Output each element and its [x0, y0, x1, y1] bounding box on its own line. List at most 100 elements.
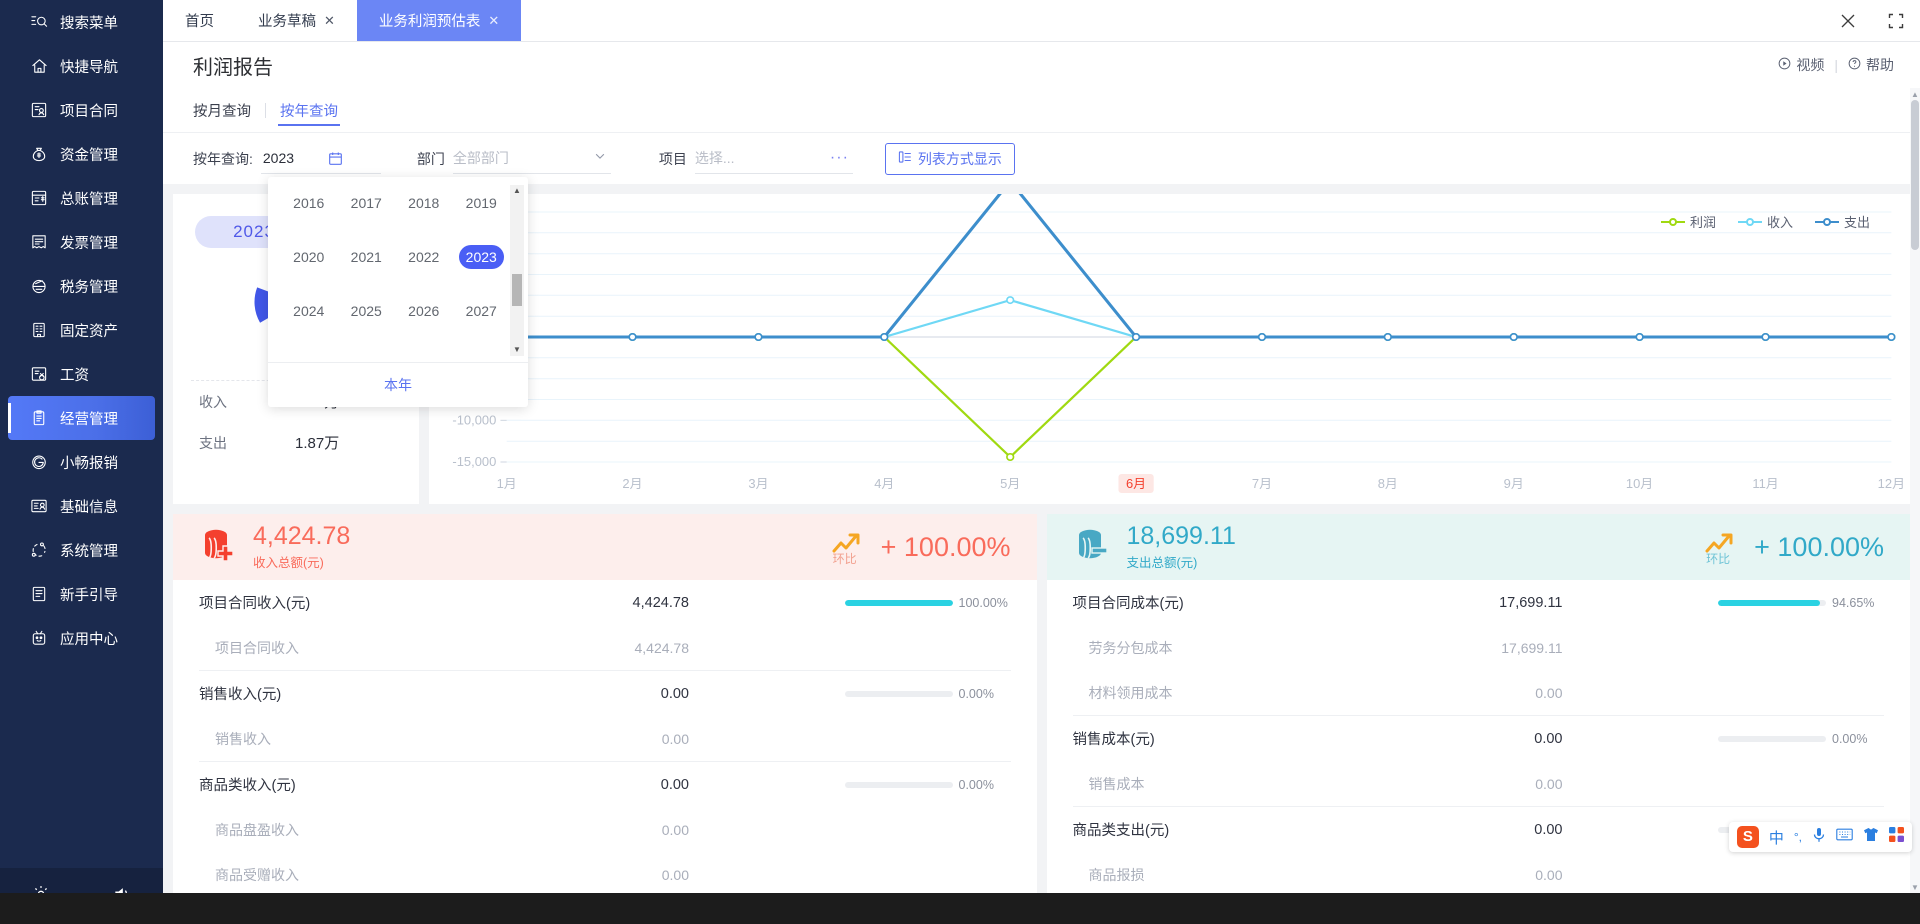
legend-item-2[interactable]: 支出	[1814, 212, 1870, 231]
coin-plus-icon	[199, 526, 241, 568]
apps-grid-icon[interactable]	[1889, 827, 1904, 847]
detail-row: 销售成本(元) 0.00 0.00%	[1047, 716, 1911, 761]
sidebar-item-1[interactable]: 快捷导航	[8, 44, 155, 88]
year-picker-dropdown[interactable]: 2016 2017 2018 2019 2020 2021 2022 2023 2024 2025…	[268, 177, 528, 407]
detail-row-value: 17,699.11	[1499, 594, 1563, 611]
sidebar-item-7[interactable]: 固定资产	[8, 308, 155, 352]
reimburse-icon	[28, 451, 50, 473]
keyboard-icon[interactable]	[1836, 828, 1853, 846]
invoice-icon	[28, 231, 50, 253]
sidebar-item-2[interactable]: 项目合同	[8, 88, 155, 132]
year-option-2019[interactable]: 2019	[465, 195, 497, 211]
svg-text:8月: 8月	[1378, 476, 1398, 491]
dept-select[interactable]: 全部部门	[452, 144, 611, 174]
year-picker-scroll-thumb[interactable]	[512, 273, 522, 306]
content-scrollbar[interactable]: ▲ ▼	[1910, 88, 1920, 893]
year-picker-scrollbar[interactable]: ▲ ▼	[510, 185, 524, 356]
this-year-button[interactable]: 本年	[384, 377, 412, 393]
project-more-icon[interactable]: ···	[829, 149, 849, 166]
detail-row: 商品类收入(元) 0.00 0.00%	[173, 762, 1037, 807]
svg-text:11月: 11月	[1752, 476, 1778, 491]
summary-row-key: 收入	[199, 393, 227, 410]
sidebar-item-4[interactable]: 总账管理	[8, 176, 155, 220]
detail-row-name: 项目合同成本(元)	[1072, 596, 1184, 612]
chart-canvas: -5,000-10,000-15,0001月2月3月4月5月6月7月8月9月10…	[452, 194, 1905, 493]
sidebar-item-label: 应用中心	[60, 631, 118, 648]
sidebar-item-11[interactable]: 基础信息	[8, 484, 155, 528]
year-option-2024[interactable]: 2024	[293, 303, 325, 319]
sidebar-item-6[interactable]: 税务管理	[8, 264, 155, 308]
svg-text:4月: 4月	[874, 476, 894, 491]
detail-row-value: 0.00	[661, 821, 689, 838]
caret-up-icon[interactable]: ▲	[513, 186, 521, 195]
year-option-2020[interactable]: 2020	[293, 249, 325, 265]
scroll-thumb[interactable]	[1911, 100, 1919, 250]
skin-icon[interactable]	[1863, 827, 1879, 847]
year-option-2018[interactable]: 2018	[408, 195, 440, 211]
income-card-amount-wrap: 4,424.78 收入总额(元)	[253, 523, 350, 570]
settings-dots-icon	[28, 539, 50, 561]
tab-close-icon[interactable]: ✕	[324, 12, 335, 28]
scroll-up-arrow[interactable]: ▲	[1910, 88, 1920, 100]
sidebar-item-14[interactable]: 应用中心	[8, 616, 155, 660]
ime-mode-chinese[interactable]: 中	[1768, 829, 1784, 847]
summary-row: 支出 1.87万	[173, 422, 419, 463]
sogou-logo-icon[interactable]: S	[1736, 826, 1759, 848]
sidebar-item-9[interactable]: 经营管理	[8, 396, 155, 440]
calendar-icon[interactable]	[328, 151, 343, 166]
caret-down-icon[interactable]: ▼	[513, 345, 521, 354]
legend-item-1[interactable]: 收入	[1737, 212, 1793, 231]
tab-1[interactable]: 业务草稿 ✕	[236, 0, 357, 41]
detail-row-name: 材料领用成本	[1088, 684, 1173, 701]
sidebar-item-3[interactable]: 资金管理	[8, 132, 155, 176]
year-option-2025[interactable]: 2025	[350, 303, 382, 319]
year-option-2023[interactable]: 2023	[458, 245, 504, 269]
year-option-2016[interactable]: 2016	[293, 195, 325, 211]
page-header-actions: 视频 | 帮助	[1778, 55, 1894, 75]
search-menu-icon	[28, 11, 50, 33]
sidebar-item-5[interactable]: 发票管理	[8, 220, 155, 264]
year-option-2027[interactable]: 2027	[465, 303, 497, 319]
year-option-2017[interactable]: 2017	[350, 195, 382, 211]
year-option-2022[interactable]: 2022	[408, 249, 440, 265]
year-filter-label: 按年查询:	[193, 150, 253, 167]
project-select[interactable]: 选择... ···	[694, 144, 853, 174]
legend-marker	[1660, 217, 1685, 227]
legend-label: 利润	[1689, 215, 1716, 230]
year-input-value: 2023	[262, 150, 295, 166]
svg-text:12月: 12月	[1878, 476, 1905, 491]
sidebar-item-0[interactable]: 搜索菜单	[8, 0, 155, 44]
detail-row-name: 销售收入(元)	[199, 687, 282, 703]
year-input[interactable]: 2023	[260, 144, 381, 174]
tab-2[interactable]: 业务利润预估表 ✕	[356, 0, 522, 41]
year-option-2026[interactable]: 2026	[408, 303, 440, 319]
help-button[interactable]: 帮助	[1848, 55, 1894, 75]
query-tab-0[interactable]: 按月查询	[193, 103, 251, 120]
scroll-down-arrow[interactable]: ▼	[1910, 881, 1920, 893]
detail-row-value: 4,424.78	[634, 639, 690, 656]
payroll-icon	[28, 363, 50, 385]
ime-punctuation-toggle[interactable]: °,	[1793, 830, 1802, 844]
sidebar-item-8[interactable]: 工资	[8, 352, 155, 396]
fullscreen-icon[interactable]	[1872, 0, 1920, 42]
sidebar-item-13[interactable]: 新手引导	[8, 572, 155, 616]
video-button[interactable]: 视频	[1778, 55, 1824, 75]
tab-0[interactable]: 首页	[163, 0, 236, 41]
detail-row-value: 0.00	[1535, 775, 1563, 792]
list-view-button[interactable]: 列表方式显示	[884, 142, 1015, 175]
detail-row: 商品报损 0.00	[1047, 852, 1911, 893]
query-tab-1[interactable]: 按年查询	[266, 88, 352, 132]
legend-item-0[interactable]: 利润	[1660, 212, 1716, 231]
detail-row-value: 0.00	[661, 866, 689, 883]
tab-close-icon[interactable]: ✕	[488, 12, 500, 28]
detail-row: 销售成本 0.00	[1047, 761, 1911, 806]
close-icon[interactable]	[1824, 0, 1872, 42]
svg-text:5月: 5月	[1000, 476, 1020, 491]
year-option-2021[interactable]: 2021	[350, 249, 382, 265]
sidebar-item-12[interactable]: 系统管理	[8, 528, 155, 572]
microphone-icon[interactable]	[1812, 827, 1826, 848]
sidebar-item-10[interactable]: 小畅报销	[8, 440, 155, 484]
tab-label: 业务利润预估表	[378, 14, 481, 30]
